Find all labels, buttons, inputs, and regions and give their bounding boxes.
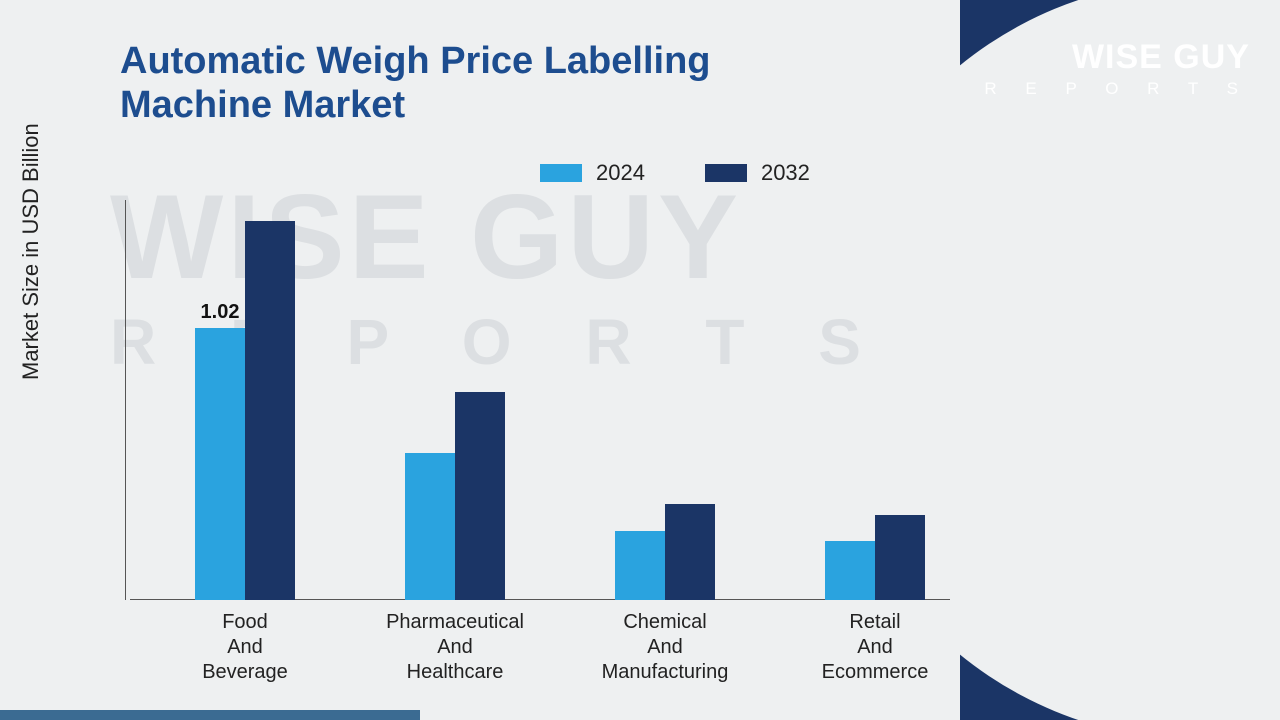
- category-label: RetailAndEcommerce: [775, 610, 975, 685]
- legend-item-2032: 2032: [705, 160, 810, 186]
- legend-swatch-2024: [540, 164, 582, 182]
- bar-2032: [455, 392, 505, 600]
- bar-value-label: 1.02: [201, 301, 240, 324]
- y-axis-line: [125, 200, 126, 600]
- chart-canvas: WISE GUY R E P O R T S WISE GUYR E P O R…: [0, 0, 1280, 720]
- legend: 2024 2032: [540, 160, 810, 186]
- y-axis-label: Market Size in USD Billion: [18, 123, 44, 380]
- bottom-stripe: [0, 710, 420, 720]
- legend-label-2032: 2032: [761, 160, 810, 186]
- bar-2024: [405, 453, 455, 600]
- bar-2024: [825, 541, 875, 600]
- brand-line1: WISE GUY: [984, 38, 1250, 77]
- brand-logo: WISE GUY R E P O R T S: [984, 38, 1250, 99]
- legend-label-2024: 2024: [596, 160, 645, 186]
- bar-2032: [245, 221, 295, 600]
- bar-2032: [665, 504, 715, 600]
- brand-line2: R E P O R T S: [984, 79, 1250, 99]
- plot-area: 1.02: [130, 200, 950, 600]
- category-label: PharmaceuticalAndHealthcare: [355, 610, 555, 685]
- legend-item-2024: 2024: [540, 160, 645, 186]
- category-label: ChemicalAndManufacturing: [565, 610, 765, 685]
- legend-swatch-2032: [705, 164, 747, 182]
- bar-2024: [615, 531, 665, 600]
- chart-title: Automatic Weigh Price Labelling Machine …: [120, 40, 820, 127]
- bar-2024: [195, 328, 245, 600]
- category-label: FoodAndBeverage: [145, 610, 345, 685]
- bar-2032: [875, 515, 925, 600]
